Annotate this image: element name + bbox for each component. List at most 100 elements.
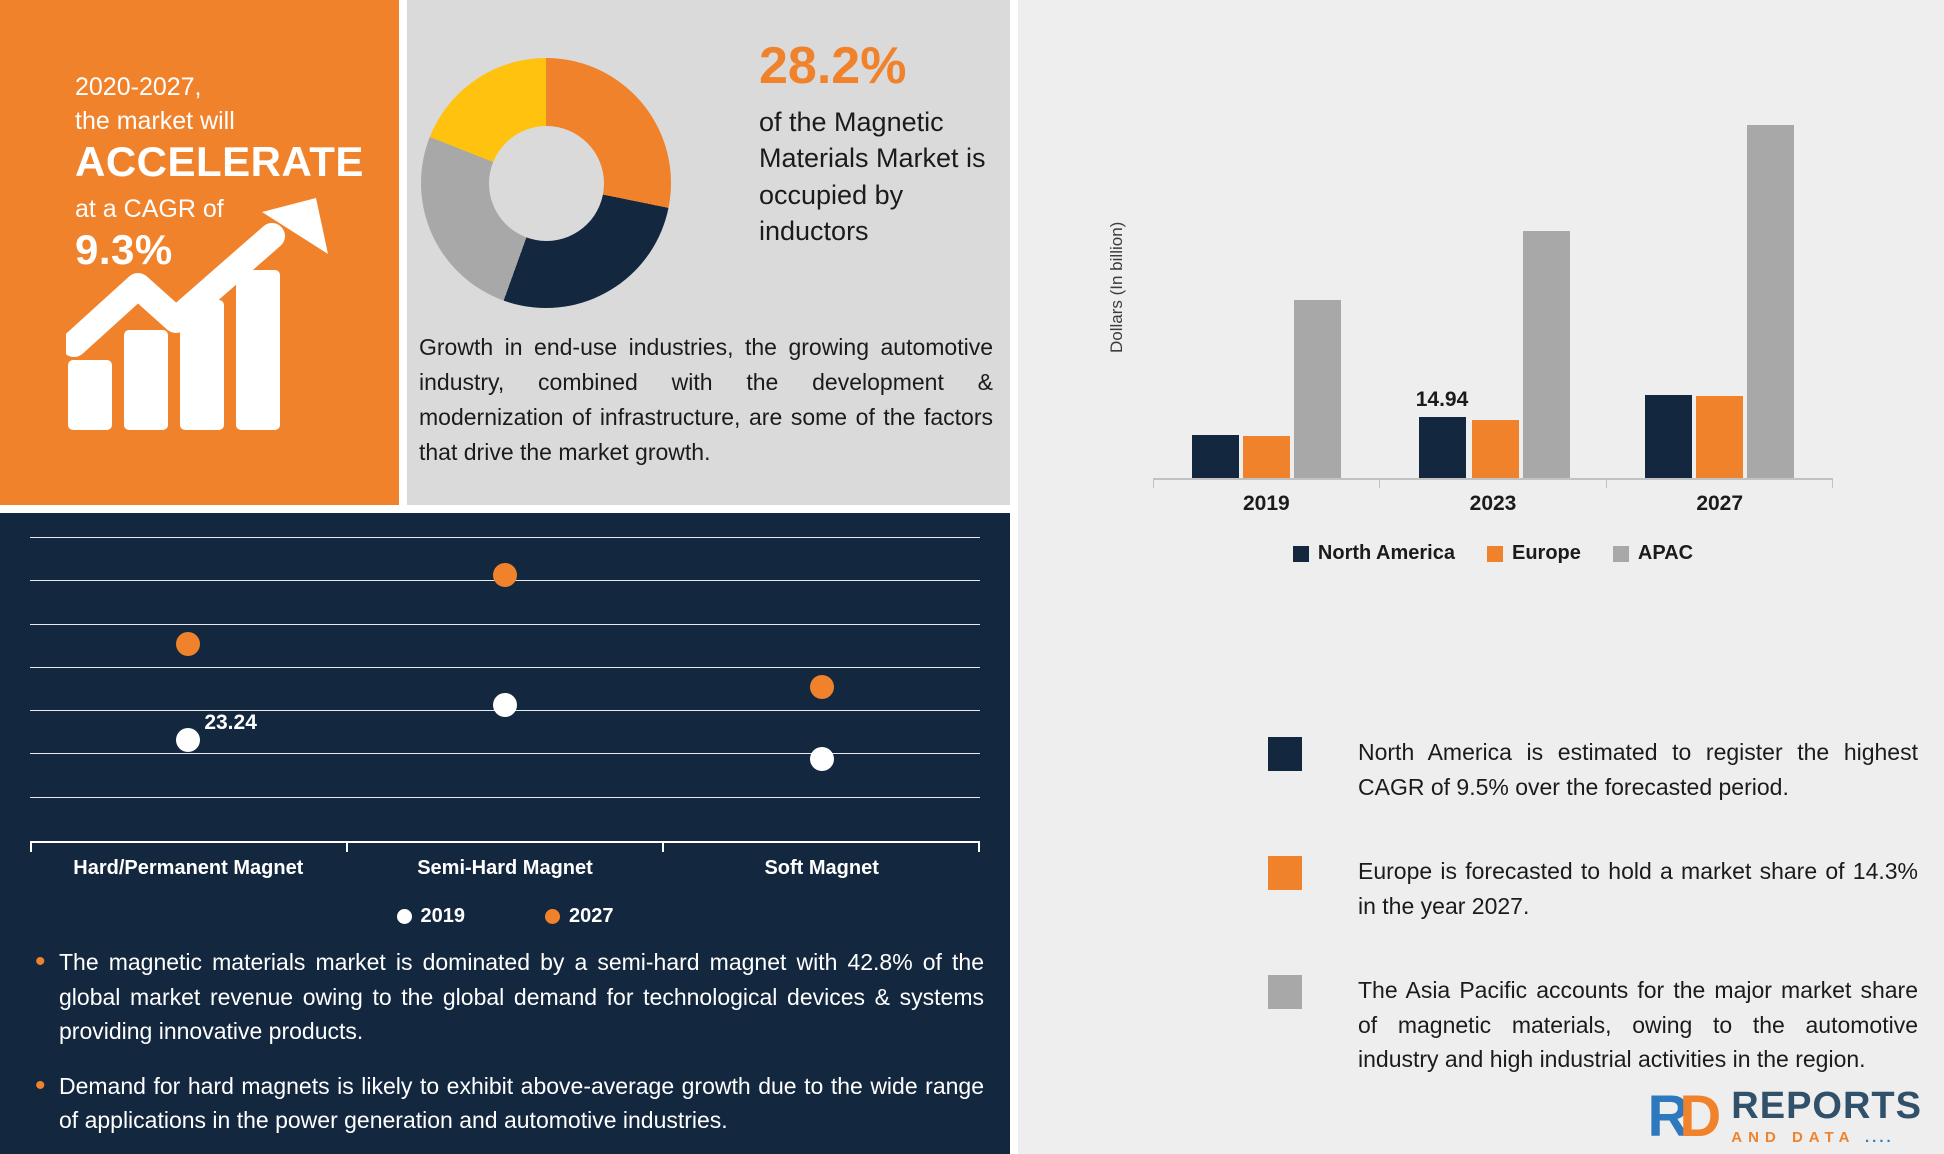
category-label-soft-magnet: Soft Magnet [764, 857, 879, 879]
bar-wrap-apac-2023 [1523, 230, 1571, 478]
bar-wrap-europe-2027 [1696, 396, 1744, 478]
x-tick-label-2019: 2019 [1242, 492, 1290, 515]
bullet-square-icon [1268, 856, 1302, 890]
inductor-share-donut-chart [421, 58, 671, 308]
legend-label-europe: Europe [1511, 542, 1581, 564]
gridline [30, 796, 980, 798]
dot-legend-item-2027: 2027 [545, 905, 614, 928]
bar-apac-2027 [1747, 125, 1795, 478]
magnet-bullet-text: The magnetic materials market is dominat… [59, 949, 984, 1044]
regional-bullet-list: North America is estimated to register t… [1268, 735, 1934, 1127]
dot-soft-magnet-2019 [809, 746, 834, 771]
region-bullet-0: North America is estimated to register t… [1268, 735, 1934, 804]
bar-wrap-europe-2019 [1242, 435, 1290, 478]
axis-tick [345, 843, 348, 852]
legend-swatch-europe [1486, 545, 1503, 562]
bar-europe-2027 [1696, 396, 1744, 478]
legend-label-apac: APAC [1637, 542, 1694, 564]
region-bullet-text: North America is estimated to register t… [1358, 739, 1918, 800]
logo-letter-r: R [1647, 1083, 1690, 1149]
legend-dot-swatch-2019 [396, 909, 412, 924]
dot-data-label: 23.24 [204, 711, 257, 735]
bullet-square-icon [1268, 737, 1302, 771]
bar-wrap-apac-2019 [1293, 299, 1341, 478]
growth-arrow-icon [66, 198, 328, 430]
cagr-line4: at a CAGR of [75, 195, 224, 223]
bar-north-america-2019 [1191, 435, 1239, 478]
bar-wrap-europe-2023 [1472, 420, 1520, 478]
cagr-panel: 2020-2027, the market will ACCELERATE at… [0, 0, 399, 505]
y-axis-label: Dollars (In billion) [1107, 221, 1126, 354]
x-tick-label-2023: 2023 [1469, 492, 1517, 515]
gridline [30, 623, 980, 625]
legend-dot-swatch-2027 [545, 909, 560, 924]
logo-mark-icon: R D [1647, 1083, 1722, 1149]
bar-apac-2019 [1293, 299, 1341, 478]
bar-data-label: 14.94 [1415, 388, 1469, 412]
axis-tick [978, 843, 980, 852]
cagr-value: 9.3% [75, 226, 173, 273]
legend-swatch-north-america [1292, 545, 1309, 562]
magnet-bullet-1: • Demand for hard magnets is likely to ex… [35, 1069, 984, 1138]
bar-apac-2023 [1523, 230, 1571, 478]
logo-dots: .... [1865, 1129, 1894, 1146]
category-label-hard-permanent-magnet: Hard/Permanent Magnet [73, 857, 304, 879]
magnet-bullet-text: Demand for hard magnets is likely to exh… [59, 1072, 984, 1134]
logo-title: REPORTS [1731, 1085, 1922, 1127]
inductor-panel: 28.2% of the Magnetic Materials Market i… [407, 0, 1010, 505]
market-growth-paragraph: Growth in end-use industries, the growin… [419, 334, 993, 465]
reports-and-data-logo: R D REPORTS AND DATA .... [1648, 1087, 1922, 1146]
dot-soft-magnet-2027 [809, 675, 834, 700]
dot-plot-category-labels: Hard/Permanent Magnet Semi-Hard Magnet Sof… [30, 857, 980, 880]
bar-wrap-north-america-2019 [1191, 435, 1239, 478]
inductor-share-stat: 28.2% [759, 37, 907, 95]
bar-plot-area: 14.94 [1153, 95, 1833, 480]
legend-swatch-apac [1612, 545, 1629, 562]
inductor-share-caption: of the Magnetic Materials Market is occu… [759, 107, 986, 247]
bar-wrap-north-america-2027 [1645, 394, 1693, 478]
dot-semi-hard-magnet-2027 [493, 562, 517, 587]
region-bullet-text: Europe is forecasted to hold a market sh… [1358, 858, 1918, 919]
legend-item-apac: APAC [1612, 542, 1694, 565]
magnet-dot-plot: 23.24 [30, 537, 980, 841]
logo-letter-d: D [1679, 1083, 1722, 1149]
region-bullet-2: The Asia Pacific accounts for the major … [1268, 973, 1934, 1077]
bullet-square-icon [1268, 975, 1302, 1009]
legend-label-north-america: North America [1317, 542, 1455, 564]
bar-wrap-apac-2027 [1747, 125, 1795, 478]
dot-hard-permanent-magnet-2019 [176, 728, 201, 753]
bar-north-america-2023 [1418, 417, 1466, 478]
region-bullet-text: The Asia Pacific accounts for the major … [1358, 977, 1918, 1072]
dot-plot-axis [30, 841, 980, 852]
cagr-headline: ACCELERATE [75, 138, 364, 185]
bar-group-2027 [1606, 125, 1833, 478]
regional-bar-chart: Dollars (In billion) 14.94 2019 2023 2027 … [1107, 95, 1833, 565]
magnet-type-panel: 23.24 Hard/Permanent Magnet Semi-Hard Mag… [0, 513, 1010, 1154]
gridline [30, 537, 980, 538]
bar-group-2019 [1153, 299, 1380, 478]
region-bullet-1: Europe is forecasted to hold a market sh… [1268, 854, 1934, 923]
bullet-marker-icon: • [35, 945, 46, 978]
x-tick-label-2027: 2027 [1696, 492, 1744, 515]
bar-chart-legend: North America Europe APAC [1153, 542, 1833, 565]
cagr-text-block: 2020-2027, the market will ACCELERATE at… [0, 0, 399, 274]
magnet-bullet-0: • The magnetic materials market is domina… [35, 945, 984, 1049]
gridline [30, 666, 980, 668]
bar-wrap-north-america-2023: 14.94 [1415, 388, 1469, 478]
dot-semi-hard-magnet-2019 [493, 692, 517, 717]
axis-tick [30, 843, 32, 852]
inductor-stat-block: 28.2% of the Magnetic Materials Market i… [759, 36, 1007, 250]
x-axis-labels: 2019 2023 2027 [1153, 492, 1833, 516]
bar-group-2023: 14.94 [1380, 230, 1607, 478]
logo-subtitle: AND DATA .... [1731, 1129, 1922, 1146]
category-label-semi-hard-magnet: Semi-Hard Magnet [417, 857, 593, 879]
bar-north-america-2027 [1645, 394, 1693, 478]
bar-europe-2019 [1242, 435, 1290, 478]
cagr-period: 2020-2027, [75, 73, 202, 101]
dot-hard-permanent-magnet-2027 [176, 632, 201, 657]
legend-item-north-america: North America [1292, 542, 1455, 565]
x-axis-ticks [1153, 480, 1833, 488]
cagr-line2: the market will [75, 107, 235, 135]
gridline [30, 753, 980, 755]
legend-label-2027: 2027 [569, 905, 614, 927]
